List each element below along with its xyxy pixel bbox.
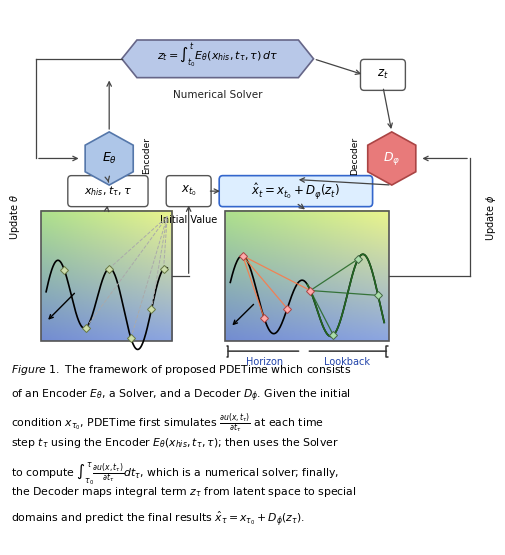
- Bar: [225, 211, 388, 341]
- Text: step $t_\tau$ using the Encoder $E_\theta(x_{his}, t_\tau, \tau)$; then uses the: step $t_\tau$ using the Encoder $E_\thet…: [11, 436, 338, 451]
- FancyBboxPatch shape: [360, 59, 405, 90]
- FancyBboxPatch shape: [166, 175, 211, 206]
- Text: the Decoder maps integral term $z_\tau$ from latent space to special: the Decoder maps integral term $z_\tau$ …: [11, 485, 356, 499]
- Text: domains and predict the final results $\hat{x}_\tau = x_{\tau_0} + D_\phi(z_\tau: domains and predict the final results $\…: [11, 509, 304, 528]
- FancyBboxPatch shape: [219, 175, 372, 206]
- Bar: [41, 211, 172, 341]
- Text: Decoder: Decoder: [349, 137, 358, 175]
- Text: $x_{t_0}$: $x_{t_0}$: [180, 184, 196, 199]
- Polygon shape: [122, 40, 313, 78]
- Text: $z_t = \int_{t_0}^{t} E_\theta(x_{his}, t_\tau, \tau)\, d\tau$: $z_t = \int_{t_0}^{t} E_\theta(x_{his}, …: [157, 42, 278, 70]
- Text: Lookback: Lookback: [323, 357, 369, 367]
- Text: Initial Value: Initial Value: [160, 215, 217, 225]
- Text: Numerical Solver: Numerical Solver: [173, 90, 262, 100]
- Text: $x_{his}, t_\tau, \tau$: $x_{his}, t_\tau, \tau$: [84, 184, 132, 198]
- Text: Update $\theta$: Update $\theta$: [8, 194, 22, 240]
- Text: Encoder: Encoder: [142, 137, 150, 174]
- Text: $z_t$: $z_t$: [376, 68, 388, 82]
- Text: condition $x_{\tau_0}$, PDETime first simulates $\frac{\partial u(x,t_\tau)}{\pa: condition $x_{\tau_0}$, PDETime first si…: [11, 412, 323, 436]
- Polygon shape: [367, 132, 415, 185]
- FancyBboxPatch shape: [68, 175, 148, 206]
- Text: $E_\theta$: $E_\theta$: [102, 151, 117, 166]
- Text: $\it{Figure\ 1.}$ The framework of proposed PDETime which consists: $\it{Figure\ 1.}$ The framework of propo…: [11, 364, 350, 377]
- Text: of an Encoder $E_\theta$, a Solver, and a Decoder $D_\phi$. Given the initial: of an Encoder $E_\theta$, a Solver, and …: [11, 388, 350, 404]
- Text: $D_\varphi$: $D_\varphi$: [382, 150, 399, 167]
- Text: $\hat{x}_t = x_{t_0} + D_\varphi(z_t)$: $\hat{x}_t = x_{t_0} + D_\varphi(z_t)$: [251, 181, 340, 201]
- Text: to compute $\int_{\tau_0}^{\tau} \frac{\partial u(x,t_\tau)}{\partial t_\tau}dt_: to compute $\int_{\tau_0}^{\tau} \frac{\…: [11, 461, 338, 488]
- Text: Horizon: Horizon: [245, 357, 283, 367]
- Text: Update $\phi$: Update $\phi$: [483, 194, 497, 240]
- Polygon shape: [85, 132, 133, 185]
